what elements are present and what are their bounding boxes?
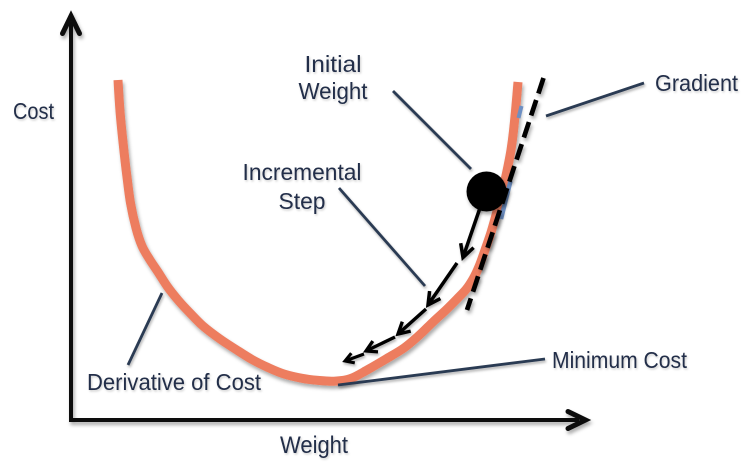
svg-text:Initial: Initial	[305, 51, 362, 77]
svg-text:Minimum Cost: Minimum Cost	[552, 347, 688, 373]
svg-text:Incremental: Incremental	[243, 159, 362, 185]
svg-text:Weight: Weight	[280, 432, 348, 459]
svg-text:Cost: Cost	[13, 98, 55, 124]
svg-text:Step: Step	[279, 188, 326, 214]
svg-text:Gradient: Gradient	[655, 70, 739, 96]
svg-text:Derivative of Cost: Derivative of Cost	[87, 369, 262, 395]
svg-text:Weight: Weight	[299, 78, 369, 104]
